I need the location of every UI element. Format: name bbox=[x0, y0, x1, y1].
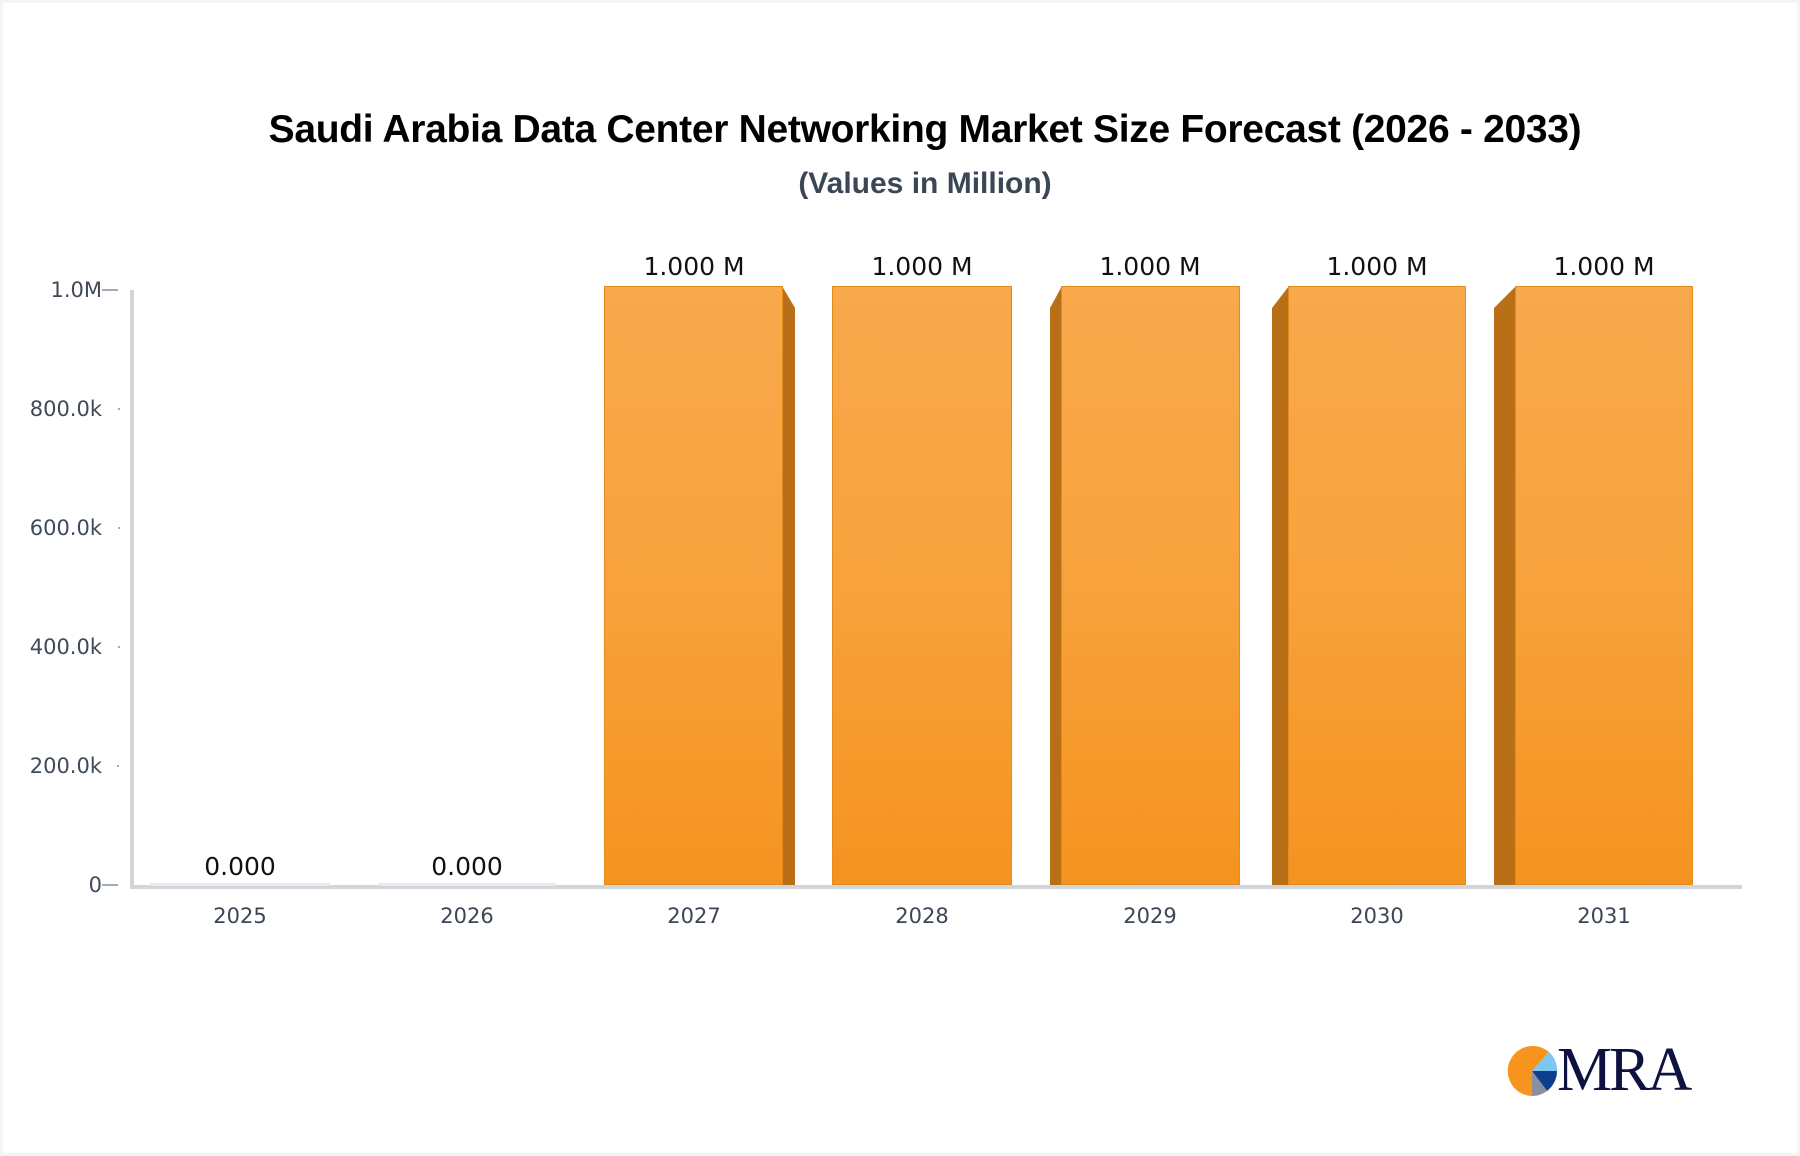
bar-front-face bbox=[604, 286, 783, 885]
logo-text: MRA bbox=[1557, 1036, 1692, 1104]
bar-front-face bbox=[832, 286, 1012, 885]
y-tick-mark bbox=[117, 765, 119, 767]
y-tick-mark bbox=[102, 884, 118, 886]
x-tick-label: 2027 bbox=[667, 904, 721, 928]
x-axis-line bbox=[130, 885, 1742, 889]
y-tick-label: 0 bbox=[88, 873, 102, 897]
x-tick-label: 2026 bbox=[440, 904, 494, 928]
bar-front-face bbox=[1288, 286, 1466, 885]
bar-side-face bbox=[1050, 286, 1062, 885]
mra-logo: MRA bbox=[1505, 1037, 1697, 1103]
x-tick-label: 2025 bbox=[213, 904, 267, 928]
value-label-2031: 1.000 M bbox=[1553, 252, 1655, 281]
y-tick-mark bbox=[118, 408, 120, 410]
value-label-2025: 0.000 bbox=[204, 852, 276, 881]
bar-2031[interactable] bbox=[1494, 286, 1693, 885]
y-tick-label: 800.0k bbox=[29, 397, 102, 421]
x-tick-label: 2029 bbox=[1123, 904, 1177, 928]
bar-2030[interactable] bbox=[1272, 286, 1466, 885]
chart-title: Saudi Arabia Data Center Networking Mark… bbox=[268, 108, 1582, 151]
bar-2026[interactable] bbox=[378, 883, 556, 886]
value-label-2028: 1.000 M bbox=[871, 252, 973, 281]
bar-2025[interactable] bbox=[150, 883, 330, 886]
value-label-2026: 0.000 bbox=[431, 852, 503, 881]
pie-logo-icon bbox=[1507, 1046, 1558, 1096]
chart-subtitle: (Values in Million) bbox=[798, 167, 1052, 200]
y-tick-mark bbox=[118, 527, 120, 529]
bar-2028[interactable] bbox=[832, 286, 1012, 885]
y-tick-mark bbox=[118, 646, 120, 648]
y-tick-label: 600.0k bbox=[29, 516, 102, 540]
bar-side-face bbox=[1494, 286, 1516, 885]
y-tick-mark bbox=[102, 289, 118, 291]
x-tick-label: 2031 bbox=[1577, 904, 1631, 928]
y-tick-label: 200.0k bbox=[29, 754, 102, 778]
bar-front-face bbox=[1061, 286, 1240, 885]
y-tick-label: 1.0M bbox=[50, 278, 102, 302]
x-tick-label: 2030 bbox=[1350, 904, 1404, 928]
y-tick-label: 400.0k bbox=[29, 635, 102, 659]
y-axis-line bbox=[130, 290, 134, 889]
bar-front-face bbox=[1515, 286, 1693, 885]
bar-2027[interactable] bbox=[604, 286, 795, 885]
value-label-2030: 1.000 M bbox=[1326, 252, 1428, 281]
bar-side-face bbox=[782, 286, 795, 885]
bar-2029[interactable] bbox=[1050, 286, 1240, 885]
bar-side-face bbox=[1272, 286, 1289, 885]
x-tick-label: 2028 bbox=[895, 904, 949, 928]
value-label-2027: 1.000 M bbox=[643, 252, 745, 281]
value-label-2029: 1.000 M bbox=[1099, 252, 1201, 281]
